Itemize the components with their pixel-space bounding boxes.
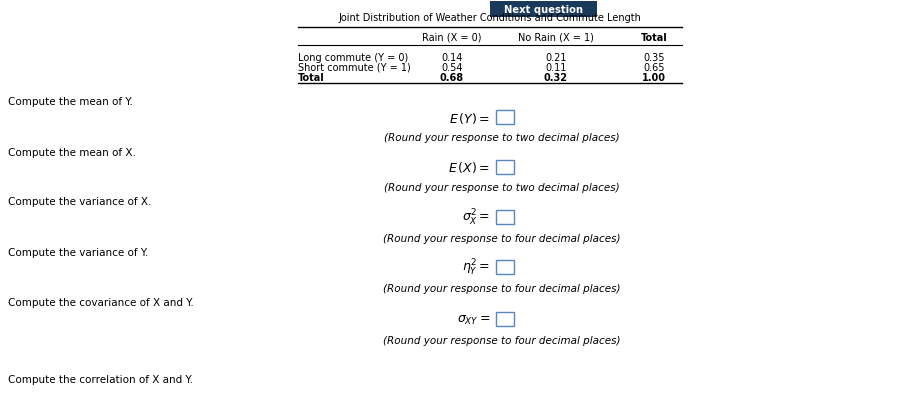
- Text: (Round your response to four decimal places): (Round your response to four decimal pla…: [383, 335, 621, 345]
- Text: 0.65: 0.65: [644, 63, 665, 73]
- Text: $E\,(X) =$: $E\,(X) =$: [448, 160, 490, 175]
- Text: Joint Distribution of Weather Conditions and Commute Length: Joint Distribution of Weather Conditions…: [339, 13, 642, 23]
- Bar: [496, 312, 514, 326]
- Text: 0.54: 0.54: [441, 63, 463, 73]
- Bar: [496, 161, 514, 175]
- Text: Compute the mean of Y.: Compute the mean of Y.: [8, 97, 133, 107]
- Text: Compute the correlation of X and Y.: Compute the correlation of X and Y.: [8, 374, 193, 384]
- Text: 0.35: 0.35: [644, 53, 665, 63]
- Text: 0.14: 0.14: [441, 53, 463, 63]
- Bar: [490, 2, 597, 18]
- Text: 1.00: 1.00: [642, 73, 666, 83]
- Text: (Round your response to four decimal places): (Round your response to four decimal pla…: [383, 234, 621, 243]
- Text: Compute the variance of Y.: Compute the variance of Y.: [8, 247, 149, 257]
- Text: (Round your response to two decimal places): (Round your response to two decimal plac…: [384, 133, 620, 143]
- Bar: [496, 111, 514, 125]
- Text: Rain (X = 0): Rain (X = 0): [422, 33, 482, 43]
- Text: 0.68: 0.68: [440, 73, 464, 83]
- Text: Total: Total: [641, 33, 667, 43]
- Text: Next question: Next question: [504, 5, 583, 15]
- Text: $\sigma^2_X =$: $\sigma^2_X =$: [462, 207, 490, 227]
- Bar: [496, 261, 514, 274]
- Text: $\sigma_{XY} =$: $\sigma_{XY} =$: [456, 313, 490, 326]
- Text: Total: Total: [298, 73, 325, 83]
- Text: No Rain (X = 1): No Rain (X = 1): [518, 33, 594, 43]
- Text: $\eta^2_Y =$: $\eta^2_Y =$: [462, 257, 490, 277]
- Text: Compute the mean of X.: Compute the mean of X.: [8, 148, 136, 157]
- Text: 0.32: 0.32: [544, 73, 568, 83]
- Text: $E\,(Y) =$: $E\,(Y) =$: [449, 110, 490, 125]
- Text: Compute the covariance of X and Y.: Compute the covariance of X and Y.: [8, 297, 194, 307]
- Text: Short commute (Y = 1): Short commute (Y = 1): [298, 63, 411, 73]
- Text: Compute the variance of X.: Compute the variance of X.: [8, 196, 152, 207]
- Text: (Round your response to two decimal places): (Round your response to two decimal plac…: [384, 182, 620, 193]
- Text: (Round your response to four decimal places): (Round your response to four decimal pla…: [383, 283, 621, 293]
- Text: 0.11: 0.11: [545, 63, 567, 73]
- Text: 0.21: 0.21: [545, 53, 567, 63]
- Bar: [496, 211, 514, 225]
- Text: Long commute (Y = 0): Long commute (Y = 0): [298, 53, 408, 63]
